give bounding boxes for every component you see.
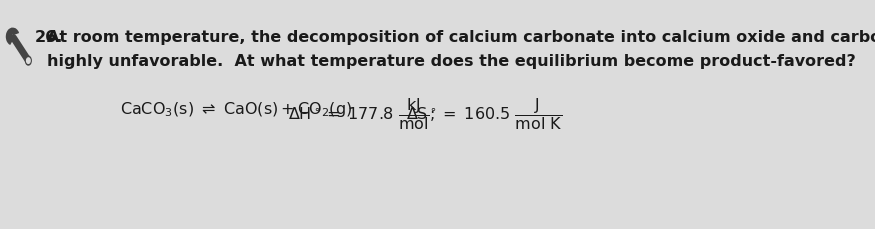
Text: $\mathrm{CaCO_3(s)\ \rightleftharpoons\ CaO(s) + CO_2(g)}$: $\mathrm{CaCO_3(s)\ \rightleftharpoons\ … [120,100,353,119]
Circle shape [25,57,31,66]
Text: $\mathrm{\Delta S^\circ = \ 160.5\ \dfrac{J}{mol\ K}}$: $\mathrm{\Delta S^\circ = \ 160.5\ \dfra… [406,96,563,132]
Text: 26.: 26. [34,30,63,45]
Circle shape [26,59,30,64]
Text: highly unfavorable.  At what temperature does the equilibrium become product-fav: highly unfavorable. At what temperature … [47,53,856,68]
Text: $\mathrm{\Delta H^\circ = \ 177.8\ \dfrac{kJ}{mol};}$: $\mathrm{\Delta H^\circ = \ 177.8\ \dfra… [288,96,436,132]
Text: At room temperature, the decomposition of calcium carbonate into calcium oxide a: At room temperature, the decomposition o… [47,30,875,45]
